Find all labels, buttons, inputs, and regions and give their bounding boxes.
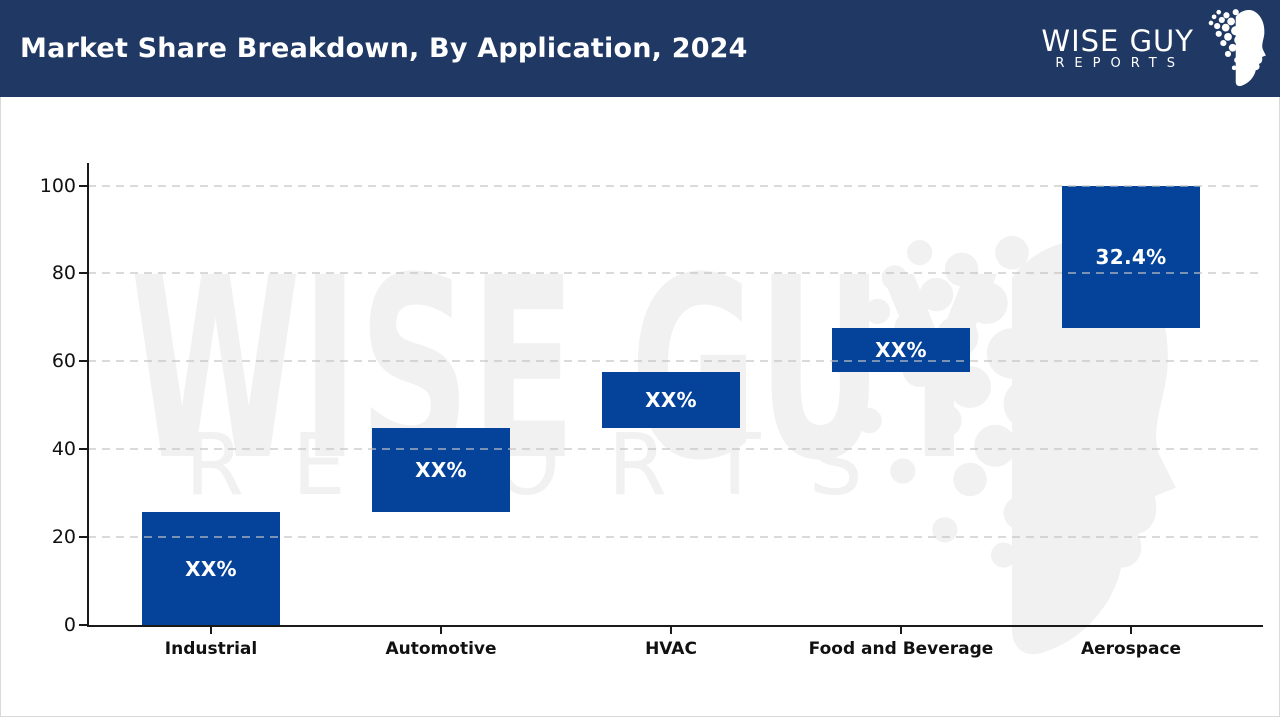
x-axis-label-hvac: HVAC <box>645 639 697 659</box>
bar-hvac: XX% <box>602 371 740 429</box>
y-tick-mark-20 <box>79 536 88 539</box>
x-tick-mark-industrial <box>210 627 212 634</box>
x-tick-mark-automotive <box>440 627 442 634</box>
watermark-subtitle: REPORTS <box>185 416 911 515</box>
x-tick-mark-hvac <box>670 627 672 634</box>
y-tick-label-20: 20 <box>51 526 76 549</box>
y-tick-mark-0 <box>79 624 88 626</box>
bar-value-label-industrial: XX% <box>185 556 237 581</box>
chart-canvas: WISE GUY REPORTS XX% XX% XX% XX% 32.4% 0 20 40 6… <box>0 97 1280 720</box>
logo-subtitle: REPORTS <box>1055 56 1185 72</box>
bar-automotive: XX% <box>372 428 510 513</box>
y-tick-mark-40 <box>79 448 88 451</box>
bar-value-label-food-and-beverage: XX% <box>875 337 927 362</box>
header-bar: Market Share Breakdown, By Application, … <box>0 0 1280 97</box>
y-tick-label-60: 60 <box>51 350 76 373</box>
x-tick-mark-food-and-beverage <box>900 627 902 634</box>
bar-industrial: XX% <box>142 512 280 625</box>
wise-guy-reports-logo: WISE GUY REPORTS <box>1018 6 1268 91</box>
bar-food-and-beverage: XX% <box>832 327 970 372</box>
y-tick-mark-80 <box>79 272 88 275</box>
y-tick-label-40: 40 <box>51 438 76 461</box>
gridline-60 <box>88 360 1262 363</box>
y-tick-label-80: 80 <box>51 262 76 285</box>
x-axis-label-automotive: Automotive <box>385 639 497 659</box>
x-axis-label-food-and-beverage: Food and Beverage <box>808 639 994 659</box>
x-tick-mark-aerospace <box>1130 627 1132 634</box>
y-axis-line <box>87 163 89 627</box>
gridline-100 <box>88 184 1262 187</box>
y-tick-mark-100 <box>79 184 88 187</box>
gridline-80 <box>88 272 1262 275</box>
page-title: Market Share Breakdown, By Application, … <box>20 33 748 64</box>
bar-aerospace: 32.4% <box>1062 185 1200 328</box>
y-tick-mark-60 <box>79 360 88 363</box>
bar-value-label-automotive: XX% <box>415 458 467 483</box>
x-axis-label-industrial: Industrial <box>164 639 258 659</box>
x-axis-label-aerospace: Aerospace <box>1080 639 1182 659</box>
y-tick-label-100: 100 <box>39 174 76 197</box>
dotted-head-icon <box>1208 9 1266 87</box>
gridline-40 <box>88 448 1262 451</box>
watermark-layer: WISE GUY REPORTS <box>0 97 1280 720</box>
gridline-20 <box>88 536 1262 539</box>
bar-value-label-hvac: XX% <box>645 387 697 412</box>
x-axis-line <box>87 625 1263 627</box>
logo-wordmark: WISE GUY <box>1041 23 1194 58</box>
y-tick-label-0: 0 <box>63 614 76 636</box>
bar-value-label-aerospace: 32.4% <box>1095 244 1167 269</box>
logo-text: WISE GUY REPORTS <box>1041 23 1194 72</box>
